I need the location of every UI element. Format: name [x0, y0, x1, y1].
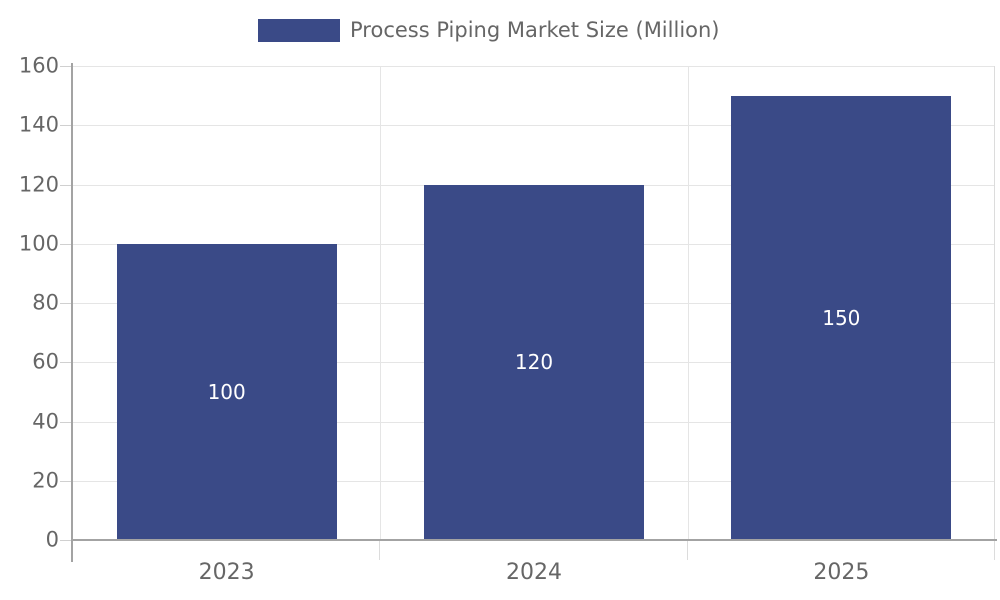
bar-2023 [116, 243, 337, 540]
x-tick-label: 2025 [813, 560, 870, 585]
y-tick [60, 66, 72, 67]
y-tick-label: 140 [18, 112, 59, 137]
y-tick-label: 120 [18, 172, 59, 196]
y-tick-label: 80 [32, 290, 59, 315]
y-tick [60, 303, 72, 304]
bar-value-label: 100 [207, 379, 246, 404]
y-tick-label: 100 [18, 231, 59, 256]
y-tick [60, 184, 72, 186]
y-gridline [73, 66, 995, 67]
y-tick-label: 60 [32, 349, 59, 374]
x-tick-label: 2024 [506, 560, 562, 585]
category-gridline [687, 66, 689, 540]
legend-swatch [258, 18, 340, 42]
y-tick [60, 243, 72, 245]
y-tick-label: 20 [32, 468, 59, 493]
y-axis-line [71, 63, 73, 562]
y-tick [60, 480, 72, 482]
legend: Process Piping Market Size (Million) [258, 14, 720, 46]
bar-2025 [731, 95, 952, 540]
y-gridline [73, 125, 995, 127]
y-tick-label: 40 [32, 409, 59, 433]
y-tick [60, 125, 72, 127]
x-tick [686, 540, 688, 560]
category-gridline [380, 66, 382, 540]
y-tick [60, 421, 72, 423]
y-tick-label: 0 [45, 527, 59, 552]
y-tick [60, 362, 72, 364]
x-tick [379, 540, 381, 560]
plot-right-border [994, 66, 995, 540]
x-tick [994, 540, 995, 560]
bar-2024 [424, 184, 644, 540]
bar-value-label: 120 [514, 350, 554, 375]
legend-label: Process Piping Market Size (Million) [350, 18, 720, 42]
x-axis-line [71, 539, 997, 541]
plot-area: 0 20 40 60 80 100 120 140 160 100 2023 120 2024 150 20… [19, 55, 997, 585]
y-tick-label: 160 [18, 53, 59, 78]
x-tick-label: 2023 [198, 560, 255, 585]
bar-value-label: 150 [822, 305, 861, 330]
y-tick [60, 540, 72, 541]
